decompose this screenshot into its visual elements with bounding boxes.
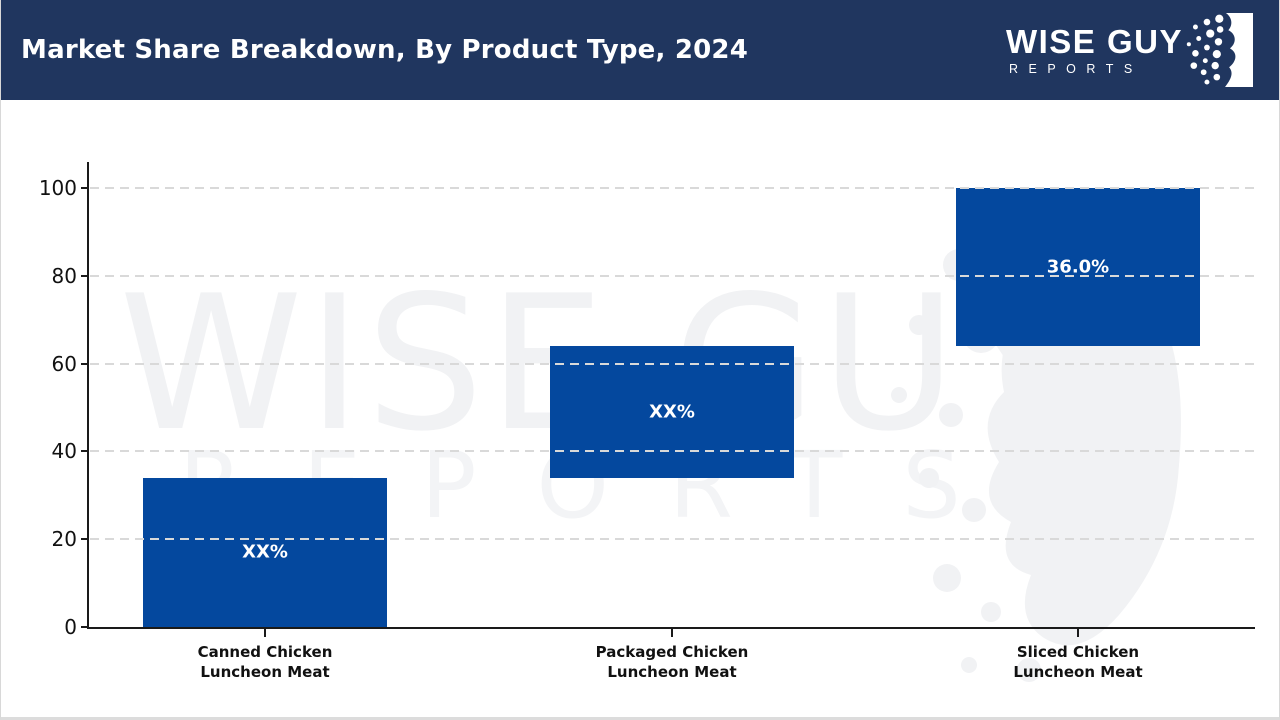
y-tick (81, 626, 88, 628)
y-tick (81, 450, 88, 453)
gridline (90, 187, 1255, 189)
logo-wordmark: WISE GUY (1005, 22, 1183, 60)
gridline (90, 538, 1255, 541)
x-axis-label: Sliced Chicken Luncheon Meat (1013, 643, 1143, 681)
gridline (90, 450, 1255, 453)
y-tick-label: 80 (51, 263, 77, 288)
x-axis-label: Canned Chicken Luncheon Meat (197, 643, 333, 681)
bar (143, 477, 387, 627)
chart-area: WISE GUY REPORTS 020406080100XX%XX%36.0%… (1, 100, 1279, 717)
header: Market Share Breakdown, By Product Type,… (1, 0, 1279, 100)
y-tick (81, 274, 88, 277)
gridline (90, 362, 1255, 365)
x-tick (671, 629, 673, 637)
x-axis-spine (87, 627, 1255, 629)
y-tick (81, 538, 88, 541)
bar (956, 188, 1200, 347)
bar-value-label: XX% (242, 541, 288, 563)
y-tick (81, 362, 88, 365)
logo-text: WISE GUY REPORTS (1006, 25, 1183, 76)
bar-value-label: XX% (649, 401, 695, 423)
y-axis-spine (87, 162, 89, 629)
wiseguy-logo: WISE GUY REPORTS (1006, 8, 1253, 92)
y-tick-label: 40 (51, 439, 77, 464)
page-title: Market Share Breakdown, By Product Type,… (21, 35, 748, 65)
x-tick (264, 629, 266, 637)
y-tick-label: 0 (64, 615, 77, 639)
y-tick (81, 187, 88, 189)
y-tick-label: 100 (38, 176, 77, 200)
x-axis-label: Packaged Chicken Luncheon Meat (595, 643, 749, 681)
logo-face-icon (1186, 13, 1253, 87)
bar (550, 346, 794, 478)
x-tick (1077, 629, 1079, 637)
bar-value-label: 36.0% (1046, 256, 1110, 278)
y-tick-label: 20 (51, 527, 77, 552)
plot: 0 20 40 60 80 100 XX% XX% 36.0% Canned Chicken Lun… (1, 100, 1279, 717)
y-tick-label: 60 (51, 351, 77, 376)
gridline (90, 274, 1255, 277)
logo-subtitle: REPORTS (1008, 61, 1143, 76)
